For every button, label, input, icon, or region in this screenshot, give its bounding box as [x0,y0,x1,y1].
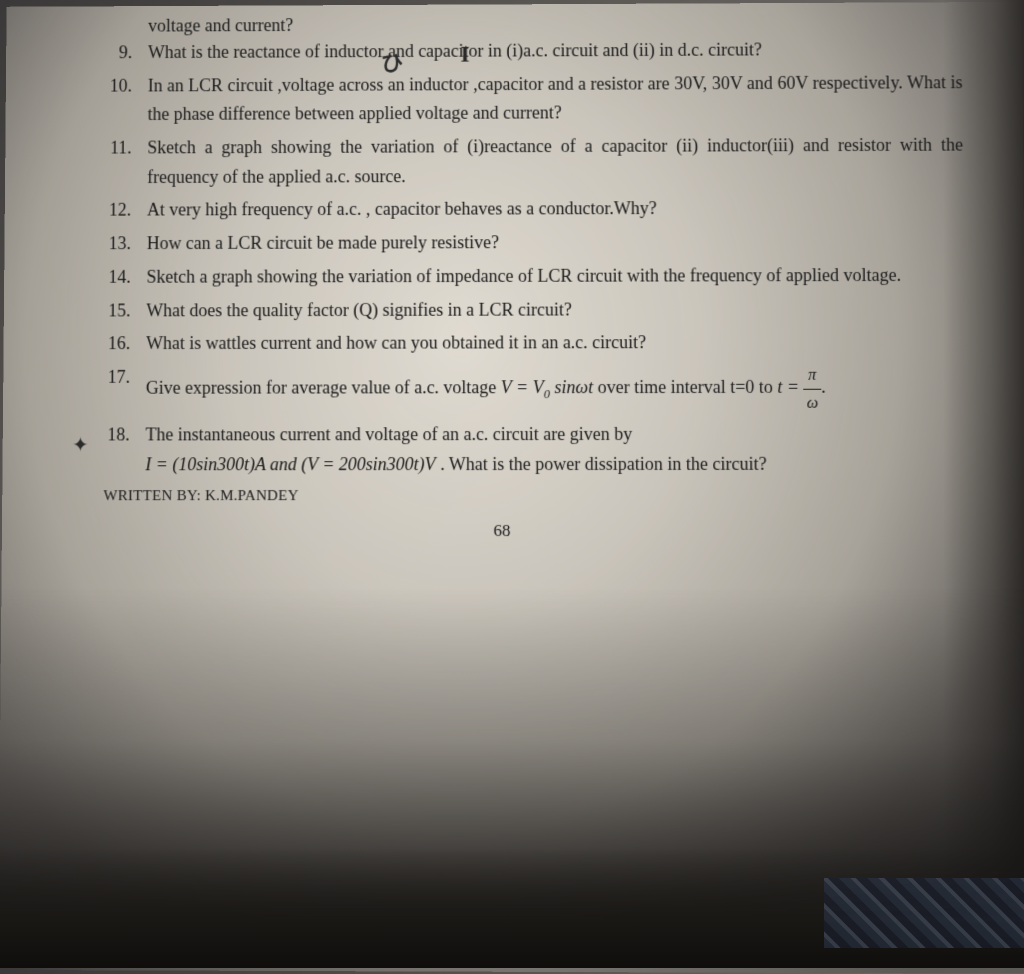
question-number: 14. [103,263,147,292]
question-text: What does the quality factor (Q) signifi… [146,294,964,325]
question-12: 12. At very high frequency of a.c. , cap… [103,194,963,226]
question-13: 13. How can a LCR circuit be made purely… [103,227,964,259]
question-text: Sketch a graph showing the variation of … [146,261,964,292]
q17-text-mid: over time interval t=0 to [593,377,777,397]
handwritten-annotation-1: ひ [380,45,404,78]
handwritten-annotation-2: I [460,42,469,69]
question-9: 9. What is the reactance of inductor and… [105,35,963,68]
q17-text-pre: Give expression for average value of a.c… [146,378,501,398]
question-text: What is wattles current and how can you … [146,328,965,359]
written-by-name: K.M.PANDEY [205,488,299,504]
page-number: 68 [42,521,967,541]
question-text: The instantaneous current and voltage of… [145,420,965,480]
question-text: How can a LCR circuit be made purely res… [147,227,964,259]
question-18: 18. The instantaneous current and voltag… [102,420,966,480]
question-17: 17. Give expression for average value of… [102,361,965,417]
q18-text-pre: The instantaneous current and voltage of… [145,424,632,444]
question-14: 14. Sketch a graph showing the variation… [103,261,964,293]
question-text: What is the reactance of inductor and ca… [148,35,962,68]
question-text: At very high frequency of a.c. , capacit… [147,194,964,226]
question-text: Give expression for average value of a.c… [146,361,966,416]
question-number: 12. [103,196,147,225]
question-number: 17. [102,363,146,393]
question-number: 16. [102,329,146,359]
star-annotation: ✦ [72,433,89,458]
document-page: voltage and current? 9. What is the reac… [0,2,1024,974]
question-text: Sketch a graph showing the variation of … [147,131,963,192]
written-by-line: WRITTEN BY: K.M.PANDEY [103,487,966,504]
question-16: 16. What is wattles current and how can … [102,328,964,359]
fabric-pattern [824,878,1024,948]
question-number: 9. [105,38,149,67]
question-10: 10. In an LCR circuit ,voltage across an… [104,68,963,130]
question-number: 18. [102,421,146,451]
question-11: 11. Sketch a graph showing the variation… [104,131,964,193]
q18-formula: I = (10sin300t)A and (V = 200sin300t)V [145,454,435,474]
question-15: 15. What does the quality factor (Q) sig… [103,294,965,325]
question-text: In an LCR circuit ,voltage across an ind… [148,68,963,130]
q18-text-post: . What is the power dissipation in the c… [436,454,767,474]
q17-formula: V = V0 sinωt [501,377,593,397]
written-by-label: WRITTEN BY: [103,488,205,504]
question-list: 9. What is the reactance of inductor and… [102,35,966,480]
q17-text-end: . [821,377,826,397]
partial-previous-line: voltage and current? [148,12,962,36]
question-number: 11. [104,134,148,163]
question-number: 10. [104,71,148,100]
question-number: 13. [103,229,147,258]
question-number: 15. [103,296,147,325]
q17-fraction: t = πω [777,377,821,397]
